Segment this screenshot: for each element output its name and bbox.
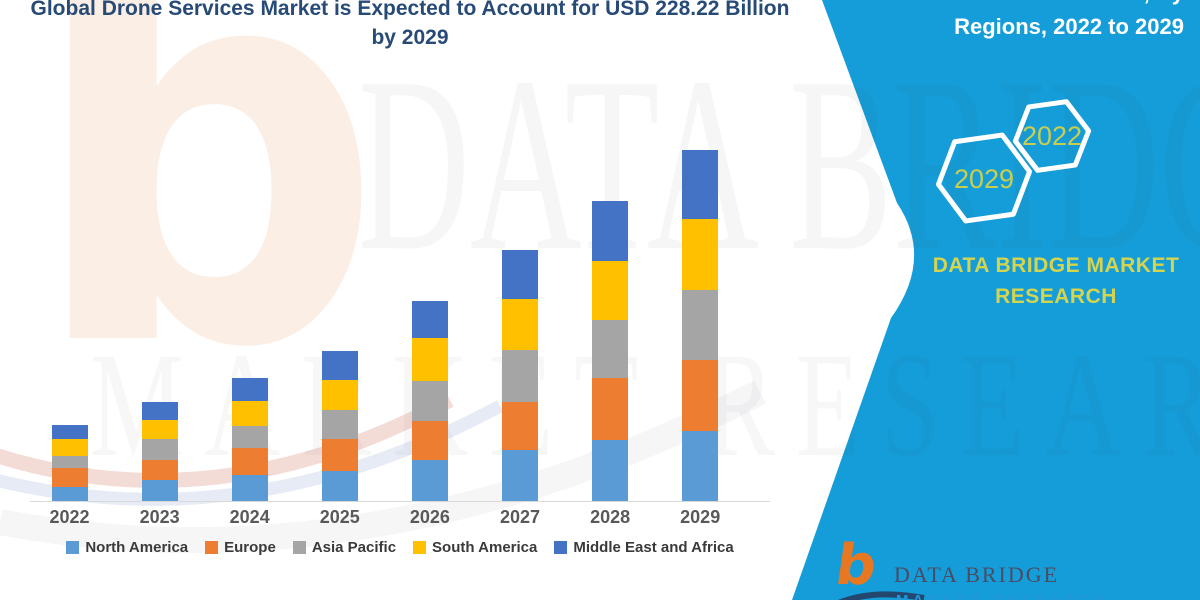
bar-segment-2029-europe (682, 359, 719, 431)
hexagon-2022-year: 2022 (1022, 121, 1082, 151)
bar-segment-2023-asia-pacific (141, 438, 178, 460)
legend-item-south-america: South America (413, 539, 537, 556)
hexagon-badges: 2029 2022 (935, 99, 1092, 224)
bar-segment-2025-south-america (321, 379, 358, 410)
bar-segment-2024-south-america (231, 400, 268, 426)
bar-segment-2024-middle-east-and-africa (231, 377, 268, 401)
bar-segment-2026-europe (411, 420, 448, 460)
legend-swatch-icon (292, 541, 306, 554)
dbmr-logo: b DATA BRIDGE MARKET RESEARCH (832, 533, 1166, 600)
legend-swatch-icon (66, 541, 80, 554)
bar-segment-2023-europe (141, 459, 178, 480)
legend-label: North America (85, 539, 189, 556)
bar-segment-2023-north-america (141, 479, 178, 501)
bar-segment-2027-europe (502, 401, 538, 450)
bar-segment-2026-north-america (411, 459, 448, 501)
bar-segment-2027-asia-pacific (502, 349, 538, 402)
legend-label: Europe (224, 539, 276, 556)
bar-segment-2029-north-america (682, 431, 719, 501)
bar-segment-2022-south-america (51, 438, 88, 456)
bar-segment-2022-asia-pacific (51, 455, 88, 468)
legend-item-north-america: North America (66, 539, 188, 556)
chart-title-line1: Global Drone Services Market is Expected… (30, 0, 790, 20)
x-axis-label-2028: 2028 (590, 507, 631, 527)
bar-segment-2024-north-america (231, 475, 268, 501)
legend-swatch-icon (554, 541, 568, 554)
legend-item-middle-east-and-africa: Middle East and Africa (554, 539, 734, 556)
bar-segment-2028-middle-east-and-africa (592, 200, 629, 261)
x-axis-label-2025: 2025 (319, 507, 360, 527)
legend-item-europe: Europe (205, 539, 276, 556)
bar-segment-2026-asia-pacific (411, 380, 448, 421)
brand-text: DATA BRIDGE MARKET RESEARCH (928, 250, 1184, 312)
bar-segment-2028-north-america (592, 439, 629, 501)
bar-segment-2022-europe (51, 467, 88, 487)
legend-label: South America (432, 539, 538, 556)
legend-item-asia-pacific: Asia Pacific (292, 539, 397, 556)
bar-segment-2029-south-america (682, 218, 719, 290)
hexagon-2029-year: 2029 (954, 164, 1014, 194)
x-axis-label-2023: 2023 (139, 507, 180, 527)
bar-segment-2026-south-america (411, 337, 448, 381)
logo-name: DATA BRIDGE (894, 562, 1060, 587)
bar-segment-2022-north-america (51, 487, 88, 501)
x-axis-label-2026: 2026 (409, 507, 450, 527)
bar-segment-2026-middle-east-and-africa (411, 300, 448, 338)
chart-title-line2: by 2029 (371, 26, 449, 49)
side-panel-shape (792, 0, 1200, 600)
bar-segment-2022-middle-east-and-africa (51, 424, 88, 439)
x-axis-line (30, 501, 770, 502)
x-axis-label-2022: 2022 (49, 507, 90, 527)
bar-segment-2027-north-america (502, 449, 538, 501)
bar-segment-2028-europe (592, 377, 629, 440)
bar-segment-2023-south-america (141, 419, 178, 439)
legend-label: Middle East and Africa (573, 539, 734, 556)
side-panel-heading-line1: Global Drone Services Market, By (754, 0, 1184, 10)
bar-segment-2028-asia-pacific (592, 319, 629, 378)
x-axis-label-2027: 2027 (499, 507, 541, 527)
bar-segment-2025-europe (321, 439, 358, 471)
x-axis-label-2024: 2024 (229, 507, 270, 527)
chart-title: Global Drone Services Market is Expected… (10, 0, 810, 52)
hexagon-2029-icon: 2029 (935, 132, 1033, 224)
chart-legend: North America Europe Asia Pacific South Ame… (0, 539, 800, 556)
bar-segment-2025-middle-east-and-africa (321, 350, 358, 380)
logo-swoosh-icon (838, 591, 925, 600)
bar-segment-2029-middle-east-and-africa (682, 149, 719, 219)
bar-segment-2027-south-america (502, 298, 538, 350)
legend-swatch-icon (413, 541, 427, 554)
legend-swatch-icon (205, 541, 219, 554)
hexagon-2022-icon: 2022 (1012, 99, 1092, 173)
side-panel-heading: Global Drone Services Market, By Regions… (754, 0, 1184, 44)
bar-segment-2027-middle-east-and-africa (502, 249, 538, 299)
legend-label: Asia Pacific (311, 539, 397, 556)
brand-text-line1: DATA BRIDGE MARKET (932, 254, 1180, 277)
bar-segment-2024-asia-pacific (231, 425, 268, 448)
brand-text-line2: RESEARCH (995, 285, 1117, 308)
bar-segment-2025-asia-pacific (321, 409, 358, 439)
bar-segment-2024-europe (231, 447, 268, 475)
logo-subtitle: MARKET RESEARCH (896, 592, 1109, 600)
side-panel-heading-line2: Regions, 2022 to 2029 (954, 14, 1184, 39)
bar-segment-2025-north-america (321, 471, 358, 501)
bar-segment-2023-middle-east-and-africa (141, 401, 178, 420)
bar-segment-2028-south-america (592, 260, 629, 320)
bar-segment-2029-asia-pacific (682, 289, 719, 360)
x-axis-label-2029: 2029 (680, 507, 721, 527)
